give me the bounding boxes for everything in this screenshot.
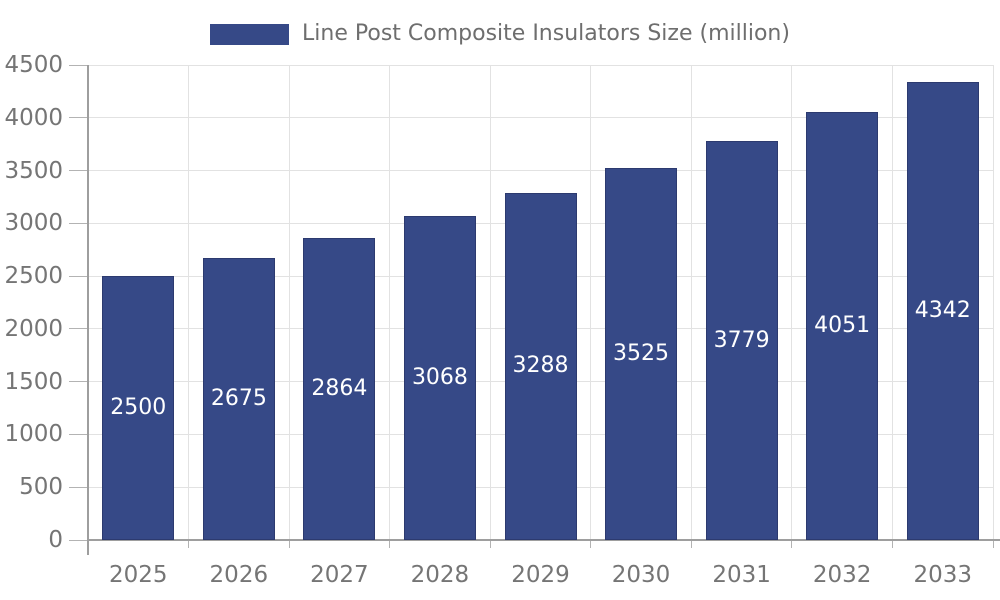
y-tick-label: 1500 — [4, 368, 63, 395]
plot-area: 0 500 1000 1500 2000 2500 3000 3500 4000 4500 2500… — [4, 53, 1000, 587]
x-tick-label: 2028 — [410, 562, 470, 588]
v-gridline — [389, 65, 391, 540]
bar[interactable] — [303, 237, 376, 540]
x-tick-label: 2032 — [812, 562, 872, 588]
y-axis-tick — [69, 275, 88, 277]
y-axis-tick — [69, 486, 88, 488]
bar[interactable] — [806, 112, 879, 540]
legend[interactable]: Line Post Composite Insulators Size (mil… — [0, 20, 1000, 48]
h-gridline — [88, 170, 993, 172]
x-axis-tick — [690, 540, 692, 548]
x-tick-label: 2033 — [913, 562, 972, 588]
v-gridline — [992, 65, 994, 540]
h-gridline — [88, 117, 993, 119]
y-axis-tick — [69, 117, 88, 119]
y-tick-label: 2000 — [4, 315, 63, 342]
bar[interactable] — [605, 167, 678, 540]
y-tick-label: 1000 — [4, 421, 63, 448]
x-tick-label: 2026 — [209, 562, 269, 588]
bar[interactable] — [906, 81, 979, 540]
y-axis-tick — [69, 328, 88, 330]
v-gridline — [690, 65, 692, 540]
y-tick-label: 3500 — [4, 157, 63, 184]
legend-swatch[interactable] — [210, 23, 290, 45]
x-axis-tick — [389, 540, 391, 548]
x-tick-label: 2029 — [511, 562, 570, 588]
x-axis-tick — [489, 540, 491, 548]
y-axis-tick — [69, 539, 88, 541]
v-gridline — [891, 65, 893, 540]
x-tick-label: 2027 — [310, 562, 369, 588]
v-gridline — [288, 65, 290, 540]
v-gridline — [188, 65, 190, 540]
x-axis-line — [88, 539, 1000, 541]
y-tick-label: 500 — [19, 474, 63, 501]
y-tick-label: 2500 — [4, 263, 63, 290]
y-axis-tick — [69, 170, 88, 172]
x-tick-label: 2025 — [109, 562, 168, 588]
legend-label: Line Post Composite Insulators Size (mil… — [302, 21, 790, 46]
y-tick-label: 0 — [48, 527, 63, 553]
bar[interactable] — [705, 141, 778, 540]
x-axis-tick — [891, 540, 893, 548]
y-tick-label: 4000 — [4, 104, 63, 131]
y-axis-tick — [69, 222, 88, 224]
x-tick-label: 2031 — [712, 562, 771, 588]
bar[interactable] — [202, 257, 275, 540]
y-axis-tick — [69, 64, 88, 66]
x-axis-tick — [992, 540, 994, 548]
x-axis-tick — [590, 540, 592, 548]
y-axis-line — [87, 65, 89, 555]
x-axis-tick — [791, 540, 793, 548]
x-tick-label: 2030 — [611, 562, 671, 588]
v-gridline — [489, 65, 491, 540]
x-axis-tick — [288, 540, 290, 548]
h-gridline — [88, 64, 993, 66]
v-gridline — [791, 65, 793, 540]
y-tick-label: 3000 — [4, 210, 63, 237]
y-axis-tick — [69, 381, 88, 383]
bar[interactable] — [102, 276, 175, 540]
bar[interactable] — [403, 216, 476, 540]
bar[interactable] — [504, 192, 577, 540]
x-axis-tick — [188, 540, 190, 548]
y-tick-label: 4500 — [4, 52, 63, 78]
v-gridline — [590, 65, 592, 540]
y-axis-tick — [69, 433, 88, 435]
